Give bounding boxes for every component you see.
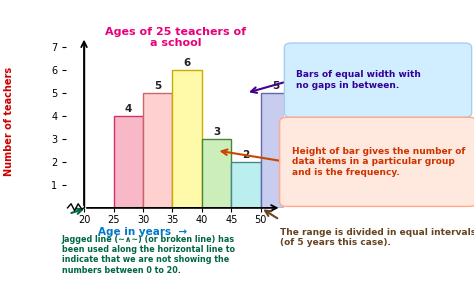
Text: 6: 6 [183, 58, 191, 68]
Text: 3: 3 [213, 127, 220, 137]
Text: Number of teachers: Number of teachers [4, 67, 15, 176]
Bar [143, 93, 173, 208]
Text: Bars of equal width with
no gaps in between.: Bars of equal width with no gaps in betw… [296, 70, 421, 90]
Text: The range is divided in equal intervals
(of 5 years this case).: The range is divided in equal intervals … [280, 228, 474, 247]
Text: 2: 2 [243, 150, 250, 160]
Bar [113, 116, 143, 208]
Text: 5: 5 [272, 81, 279, 91]
Text: 4: 4 [125, 104, 132, 114]
Bar [202, 139, 231, 208]
Text: 5: 5 [154, 81, 161, 91]
Text: Jagged line (∼∧∼) (or broken line) has
been used along the horizontal line to
in: Jagged line (∼∧∼) (or broken line) has b… [62, 235, 235, 275]
Bar [261, 93, 290, 208]
Text: Height of bar gives the number of
data items in a particular group
and is the fr: Height of bar gives the number of data i… [292, 147, 465, 177]
Bar [231, 162, 261, 208]
Text: Age in years  →: Age in years → [98, 227, 187, 237]
Bar [173, 70, 202, 208]
Text: Ages of 25 teachers of
a school: Ages of 25 teachers of a school [105, 27, 246, 48]
